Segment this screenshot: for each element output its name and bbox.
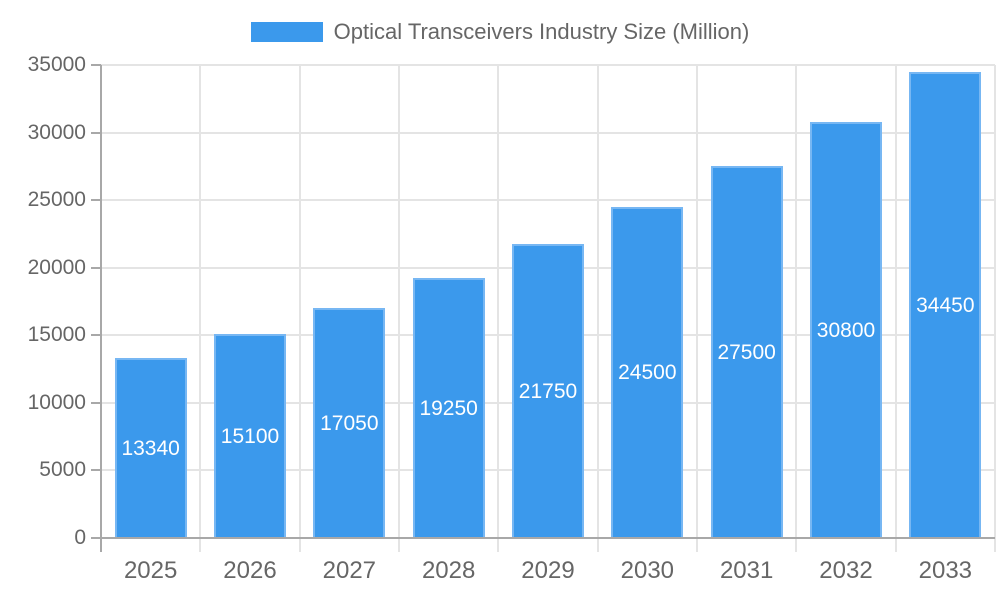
bar-2025[interactable]: 13340 (114, 357, 187, 538)
x-tick-label: 2027 (322, 557, 377, 584)
y-axis-line (100, 65, 102, 552)
gridline-horizontal (101, 199, 995, 202)
gridline-vertical (994, 65, 996, 552)
x-tick-label: 2033 (918, 557, 973, 584)
y-tick-label: 0 (74, 526, 86, 549)
legend-label: Optical Transceivers Industry Size (Mill… (333, 19, 750, 44)
y-tick-label: 30000 (27, 120, 86, 144)
y-axis-tick-mark (91, 334, 101, 337)
y-tick-label: 15000 (27, 323, 86, 347)
y-axis-tick-mark (91, 266, 101, 269)
gridline-vertical (696, 65, 698, 552)
y-axis-tick-mark (91, 131, 101, 134)
bar-value-label: 34450 (916, 294, 975, 318)
bar-2032[interactable]: 30800 (810, 121, 882, 538)
bar-value-label: 24500 (618, 361, 677, 385)
gridline-horizontal (101, 131, 995, 134)
bar-value-label: 30800 (816, 318, 876, 342)
gridline-vertical (199, 65, 202, 552)
y-tick-label: 10000 (27, 390, 86, 414)
bar-value-label: 19250 (419, 396, 478, 420)
x-tick-label: 2031 (719, 557, 774, 584)
bar-2030[interactable]: 24500 (611, 206, 684, 538)
y-tick-label: 5000 (39, 458, 86, 482)
gridline-vertical (596, 65, 599, 552)
chart-legend: Optical Transceivers Industry Size (Mill… (0, 19, 1000, 45)
gridline-vertical (795, 65, 798, 552)
bar-value-label: 13340 (121, 436, 180, 460)
legend-item[interactable]: Optical Transceivers Industry Size (Mill… (250, 19, 750, 45)
bar-2027[interactable]: 17050 (313, 307, 386, 538)
bar-value-label: 15100 (220, 424, 280, 448)
bar-2029[interactable]: 21750 (512, 244, 584, 538)
x-tick-label: 2032 (819, 557, 873, 584)
gridline-horizontal (101, 64, 995, 66)
bar-2026[interactable]: 15100 (214, 333, 286, 538)
y-axis-tick-mark (91, 401, 101, 404)
y-axis-tick-mark (91, 199, 101, 202)
gridline-vertical (398, 65, 400, 552)
bar-2033[interactable]: 34450 (909, 72, 982, 538)
gridline-vertical (298, 65, 301, 552)
x-tick-label: 2026 (223, 557, 277, 584)
x-tick-label: 2029 (521, 557, 575, 584)
y-axis-tick-mark (91, 469, 101, 472)
legend-swatch (250, 22, 323, 42)
x-tick-label: 2025 (123, 557, 178, 584)
bar-value-label: 17050 (320, 411, 379, 435)
y-axis-tick-mark (91, 64, 101, 66)
x-axis-baseline (91, 537, 995, 539)
bar-2031[interactable]: 27500 (710, 166, 783, 538)
bar-2028[interactable]: 19250 (412, 277, 485, 538)
gridline-vertical (894, 65, 897, 552)
bar-value-label: 27500 (717, 341, 776, 365)
x-tick-label: 2028 (421, 557, 476, 584)
bar-value-label: 21750 (518, 380, 578, 404)
y-tick-label: 25000 (27, 188, 86, 212)
x-tick-label: 2030 (620, 557, 675, 584)
y-tick-label: 35000 (27, 53, 86, 76)
y-tick-label: 20000 (27, 255, 86, 279)
gridline-vertical (497, 65, 500, 552)
